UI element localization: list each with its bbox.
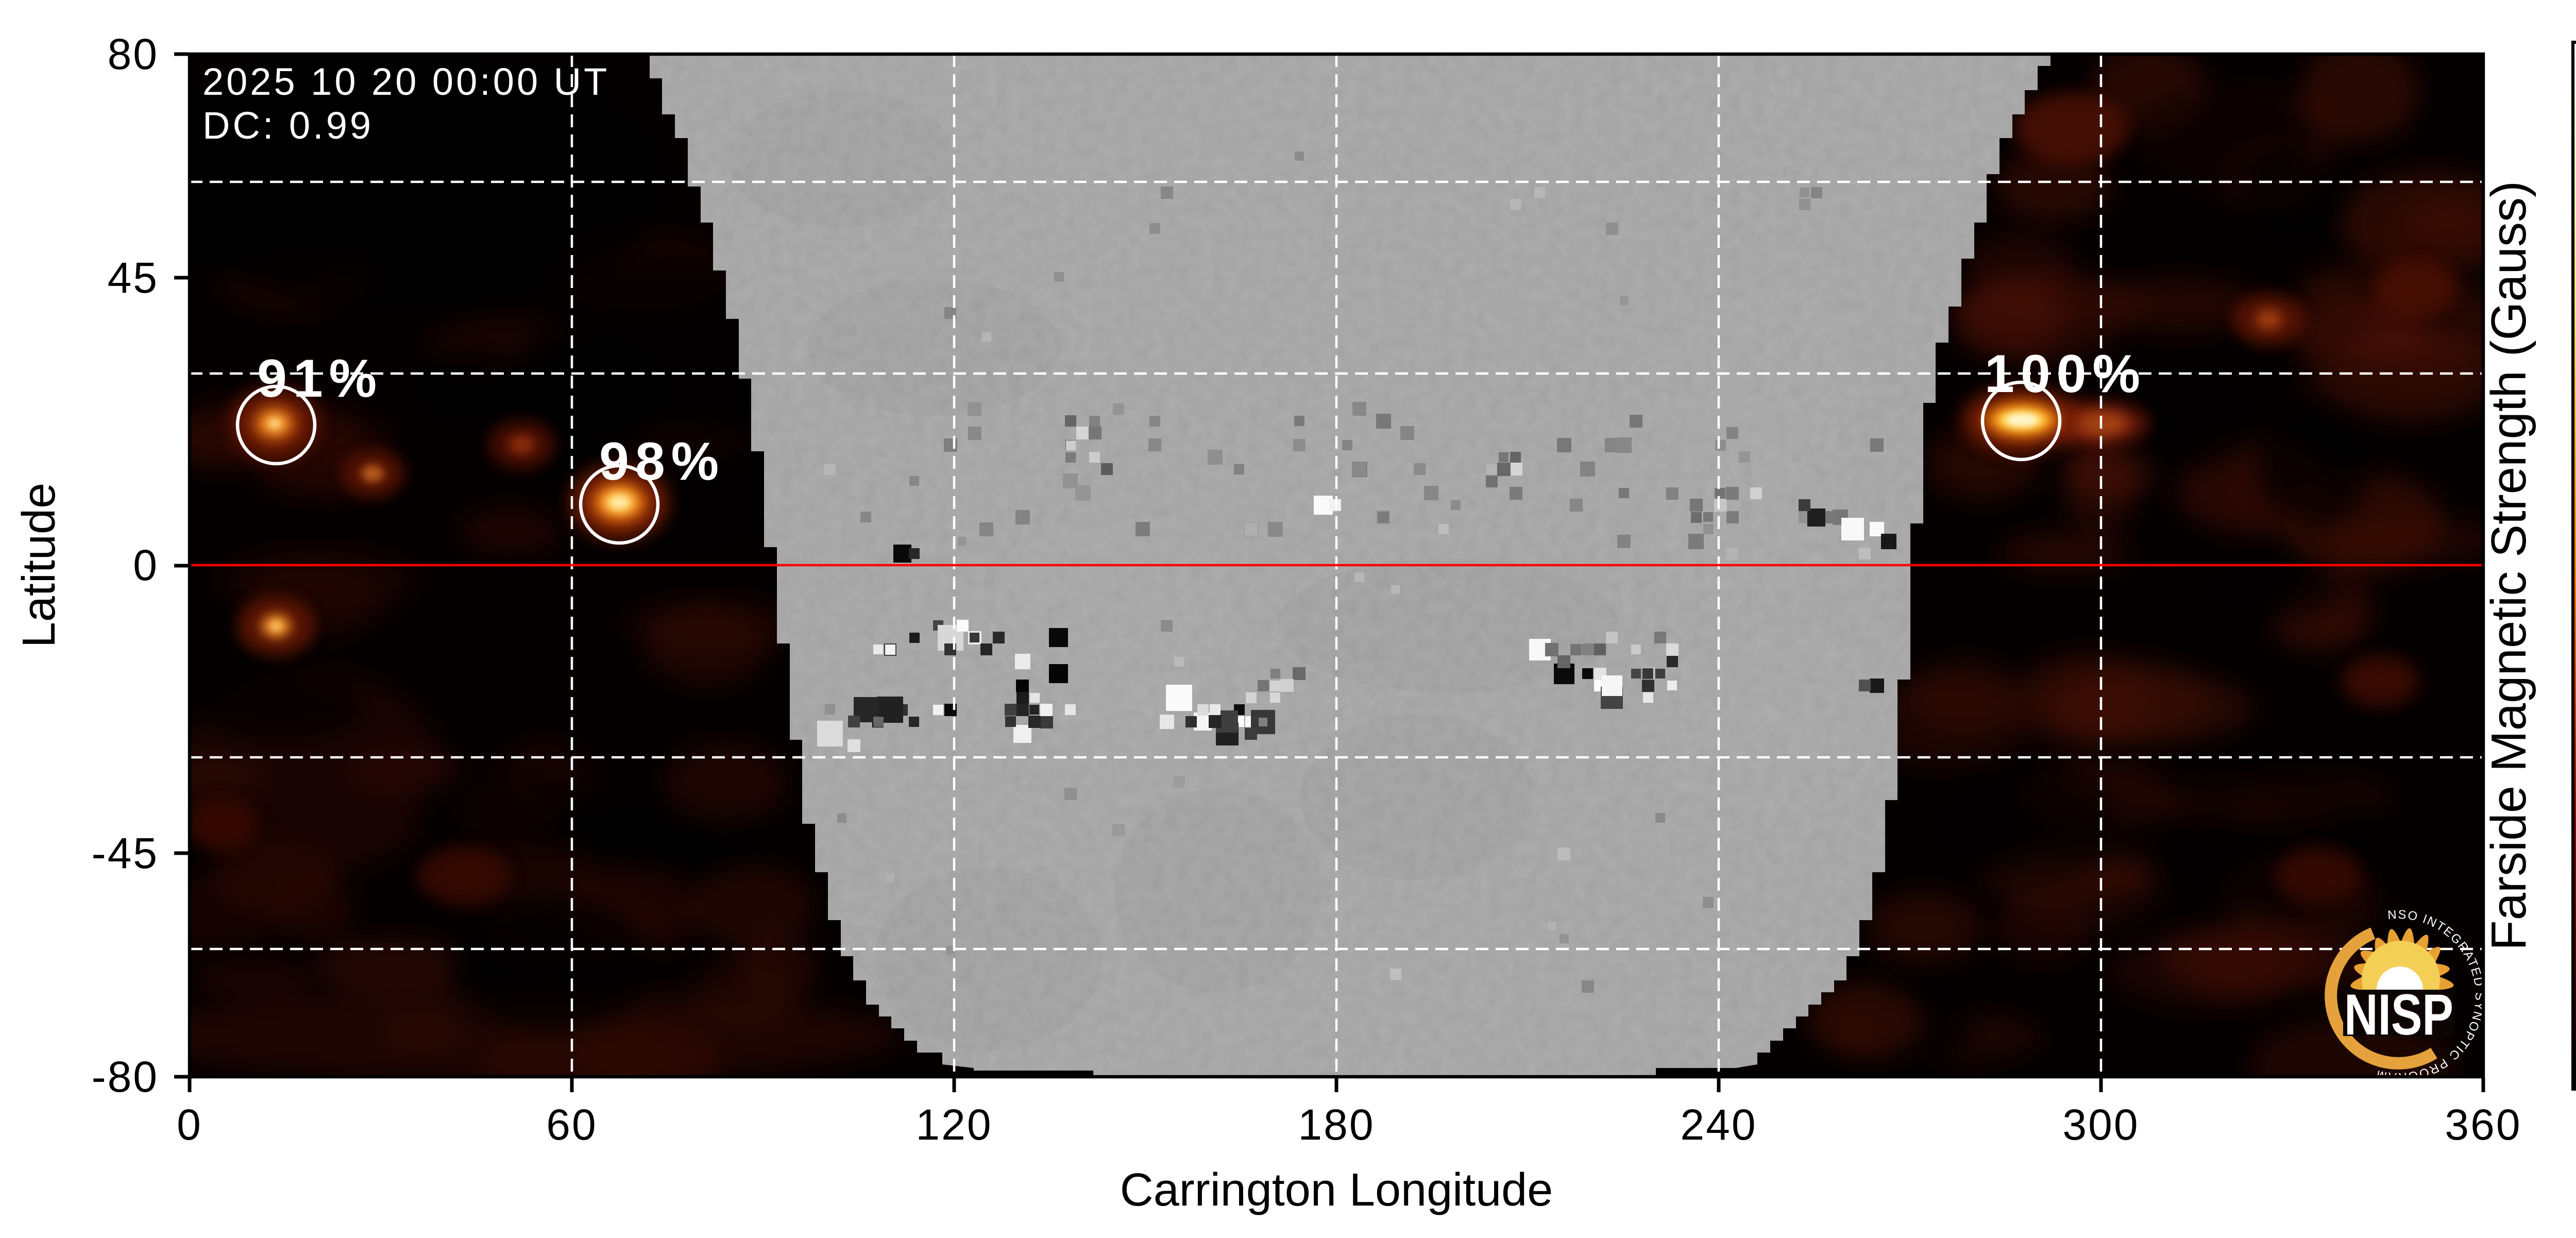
svg-text:98%: 98% bbox=[599, 432, 725, 491]
svg-text:0: 0 bbox=[177, 1100, 202, 1149]
svg-text:91%: 91% bbox=[257, 349, 383, 409]
svg-text:180: 180 bbox=[1298, 1100, 1375, 1149]
svg-text:-80: -80 bbox=[92, 1053, 159, 1101]
svg-text:NISP: NISP bbox=[2344, 982, 2453, 1047]
svg-text:360: 360 bbox=[2445, 1100, 2521, 1149]
svg-text:60: 60 bbox=[546, 1100, 597, 1149]
svg-text:300: 300 bbox=[2062, 1100, 2139, 1149]
svg-text:45: 45 bbox=[108, 253, 159, 302]
svg-text:Farside Magnetic Strength (Gau: Farside Magnetic Strength (Gauss) bbox=[2481, 181, 2536, 951]
svg-text:80: 80 bbox=[108, 30, 159, 78]
svg-text:100%: 100% bbox=[1985, 344, 2146, 404]
svg-text:120: 120 bbox=[916, 1100, 992, 1149]
svg-text:0: 0 bbox=[133, 541, 159, 589]
svg-text:Carrington Longitude: Carrington Longitude bbox=[1120, 1164, 1553, 1216]
svg-text:240: 240 bbox=[1680, 1100, 1757, 1149]
svg-text:Latitude: Latitude bbox=[13, 483, 65, 648]
svg-text:DC: 0.99: DC: 0.99 bbox=[202, 104, 374, 147]
svg-text:2025 10 20 00:00 UT: 2025 10 20 00:00 UT bbox=[202, 60, 609, 103]
svg-text:-45: -45 bbox=[92, 829, 159, 877]
